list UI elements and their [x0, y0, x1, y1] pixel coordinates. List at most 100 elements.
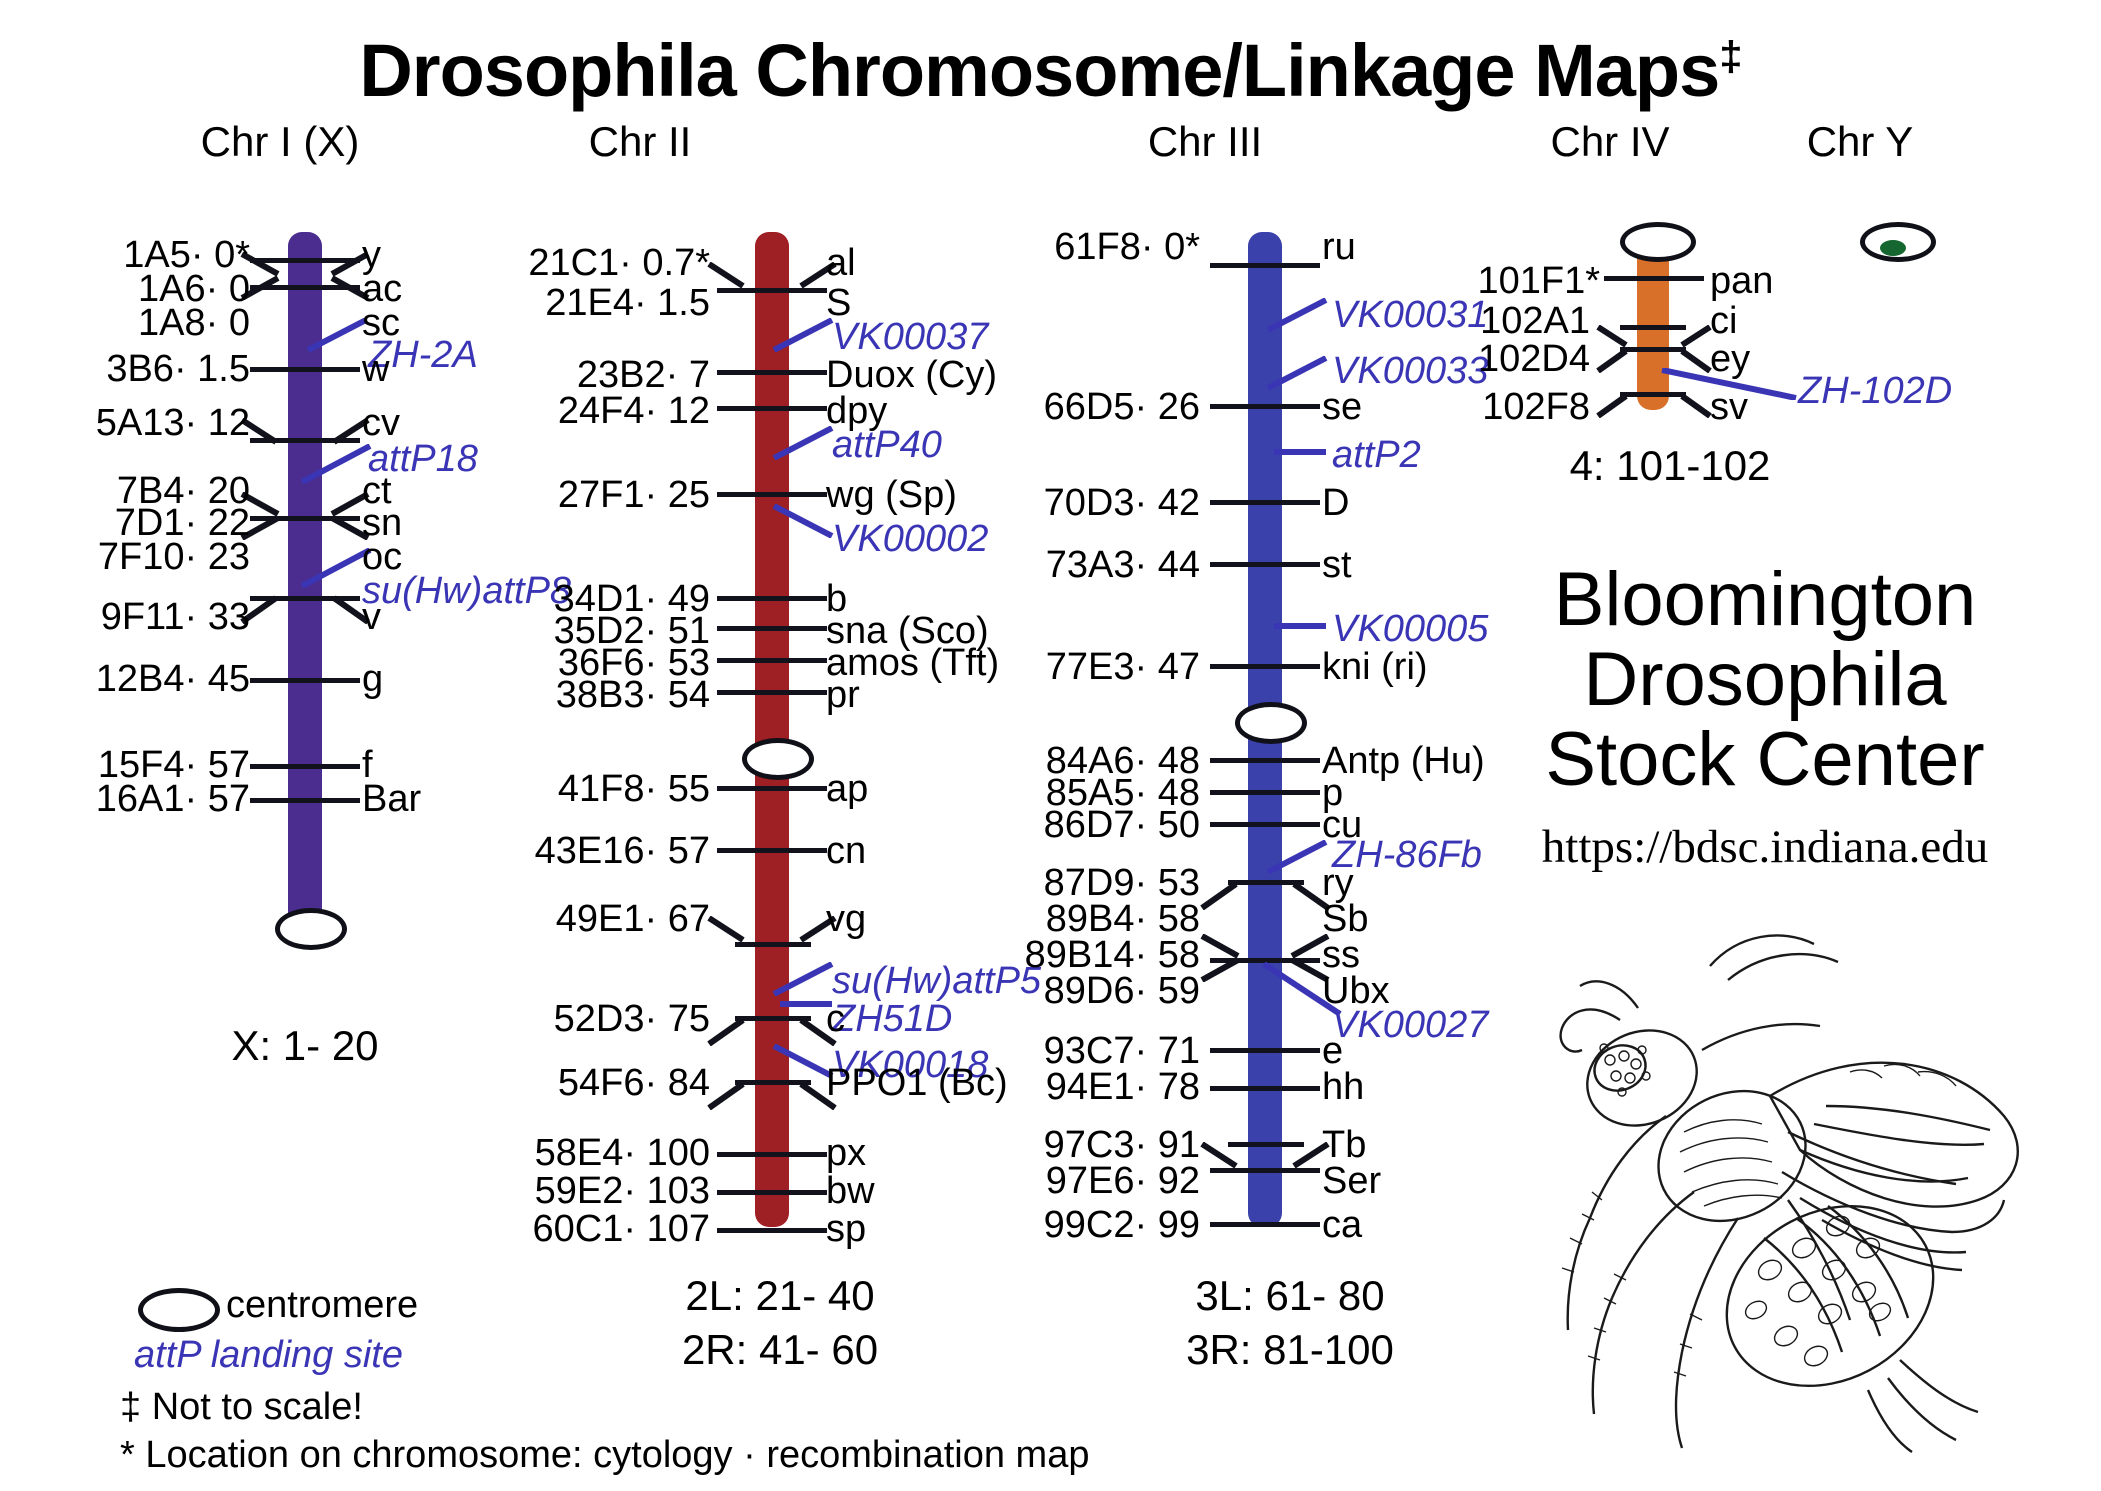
tick-ac [250, 285, 360, 290]
tick-ii-vg-bar [735, 942, 811, 947]
tick-iii-ru [1210, 263, 1320, 268]
cyto-label-x-11: 9F11· 33 [100, 596, 250, 638]
attp-label-iv-3: ZH-102D [1798, 370, 1953, 412]
cyto-label-iii-22: 99C2· 99 [1043, 1204, 1200, 1246]
gene-label-ii-13: cn [826, 830, 867, 872]
attp-label-x-10: su(Hw)attP8 [362, 570, 572, 612]
cyto-label-iii-9: 84A6· 48 [1045, 740, 1200, 782]
cyto-label-iii-8: 77E3· 47 [1045, 646, 1200, 688]
attp-label-iii-17: VK00027 [1332, 1004, 1489, 1046]
cyto-label-x-2: 1A8· 0 [138, 302, 250, 344]
gene-label-ii-3: Duox (Cy) [826, 354, 998, 396]
gene-label-x-1: ac [362, 268, 403, 310]
tick-ii-ap [717, 786, 827, 791]
tick-iii-se [1210, 404, 1320, 409]
chromosome-bar-ii [755, 232, 789, 1227]
cyto-label-x-14: 16A1· 57 [95, 778, 250, 820]
gene-label-iv-1: ci [1710, 300, 1738, 342]
cyto-label-ii-14: 49E1· 67 [555, 898, 710, 940]
gene-label-ii-22: sp [826, 1208, 867, 1250]
chr-footer-ii-2l: 2L: 21- 40 [685, 1272, 875, 1319]
cyto-label-iii-6: 73A3· 44 [1045, 544, 1200, 586]
cyto-label-iii-20: 97C3· 91 [1043, 1124, 1200, 1166]
wing-iv-sv [1596, 392, 1712, 418]
leader-ii-vk00002 [772, 504, 836, 538]
cyto-label-iii-15: 89B14· 58 [1024, 934, 1200, 976]
leader-ii-vk00018 [772, 1044, 836, 1078]
gene-label-x-14: Bar [362, 778, 422, 820]
chr-footer-iii-3l: 3L: 61- 80 [1195, 1272, 1385, 1319]
cyto-label-ii-12: 41F8· 55 [557, 768, 710, 810]
gene-label-x-13: f [362, 744, 373, 786]
chr-footer-iii-3r: 3R: 81-100 [1186, 1326, 1394, 1373]
gene-label-ii-21: bw [826, 1170, 875, 1212]
centromere-ii [742, 738, 814, 780]
chr-heading-x: Chr I (X) [200, 118, 360, 165]
wing-oc-v [240, 594, 370, 624]
attp-label-ii-15: su(Hw)attP5 [832, 960, 1042, 1002]
cyto-label-ii-22: 60C1· 107 [532, 1208, 710, 1250]
tick-iii-st [1210, 562, 1320, 567]
attp-label-iii-1: VK00031 [1332, 294, 1489, 336]
tick-ii-cn [717, 848, 827, 853]
attp-label-x-3: ZH-2A [368, 334, 478, 376]
tick-ii-sp [717, 1228, 827, 1233]
tick-iv-sv-bar [1620, 392, 1686, 397]
tick-ii-c-bar [735, 1016, 811, 1021]
chromosome-y-body [1880, 240, 1906, 256]
bdsc-line-2: Drosophila [1583, 637, 1947, 722]
cyto-label-iii-3: 66D5· 26 [1043, 386, 1200, 428]
centromere-iii [1235, 702, 1307, 744]
tick-iii-ry-bar [1228, 880, 1304, 885]
gene-label-x-9: oc [362, 536, 403, 578]
wing-ii-al-S [707, 262, 837, 292]
tick-iv-pan [1604, 276, 1704, 281]
tick-g [250, 678, 360, 683]
leader-attp18 [300, 444, 374, 484]
legend-scale-note: ‡ Not to scale! [120, 1386, 363, 1428]
gene-label-x-2: sc [362, 302, 400, 344]
wing-y-ac [240, 252, 370, 300]
chr-footer-x: X: 1- 20 [231, 1022, 379, 1069]
gene-label-ii-1: S [826, 282, 852, 324]
cyto-label-x-9: 7F10· 23 [97, 536, 250, 578]
chr-heading-iii: Chr III [1147, 118, 1263, 165]
wing-iii-Sb-Ubx [1200, 934, 1330, 982]
tick-iii-hh [1210, 1086, 1320, 1091]
gene-label-iii-5: D [1322, 482, 1350, 524]
gene-label-ii-10: amos (Tft) [826, 642, 1000, 684]
leader-iii-vk00027 [1262, 962, 1344, 1016]
leader-iii-vk00005 [1272, 622, 1328, 630]
cyto-label-ii-20: 58E4· 100 [534, 1132, 710, 1174]
tick-y [250, 258, 360, 263]
gene-label-iv-4: sv [1710, 386, 1748, 428]
gene-label-iii-20: Tb [1322, 1124, 1367, 1166]
cyto-label-ii-10: 36F6· 53 [557, 642, 710, 684]
cyto-label-iii-10: 85A5· 48 [1045, 772, 1200, 814]
gene-label-iv-0: pan [1710, 260, 1774, 302]
tick-ii-sna [717, 626, 827, 631]
tick-iii-Tb-bar [1228, 1142, 1304, 1147]
cyto-label-iii-21: 97E6· 92 [1045, 1160, 1200, 1202]
attp-label-ii-18: VK00018 [832, 1044, 989, 1086]
bdsc-url[interactable]: https://bdsc.indiana.edu [1541, 821, 1989, 873]
gene-label-iii-0: ru [1322, 226, 1356, 268]
gene-label-x-7: ct [362, 470, 392, 512]
gene-label-iii-19: hh [1322, 1066, 1365, 1108]
gene-label-x-8: sn [362, 502, 403, 544]
tick-iii-Ser [1210, 1168, 1320, 1173]
gene-label-iii-11: cu [1322, 804, 1363, 846]
wing-iii-ry [1200, 880, 1330, 910]
cyto-label-x-8: 7D1· 22 [114, 502, 250, 544]
gene-label-x-12: g [362, 658, 384, 700]
cyto-label-iv-4: 102F8 [1482, 386, 1590, 428]
cyto-label-iii-13: 87D9· 53 [1043, 862, 1200, 904]
tick-ii-bw [717, 1190, 827, 1195]
cyto-label-x-5: 5A13· 12 [95, 402, 250, 444]
legend-centromere-icon [138, 1288, 220, 1332]
cyto-label-iii-14: 89B4· 58 [1045, 898, 1200, 940]
bdsc-line-1: Bloomington [1553, 557, 1977, 642]
gene-label-ii-14: vg [826, 898, 867, 940]
cyto-label-iii-0: 61F8· 0* [1054, 226, 1200, 268]
leader-ii-vk00037 [772, 318, 836, 352]
